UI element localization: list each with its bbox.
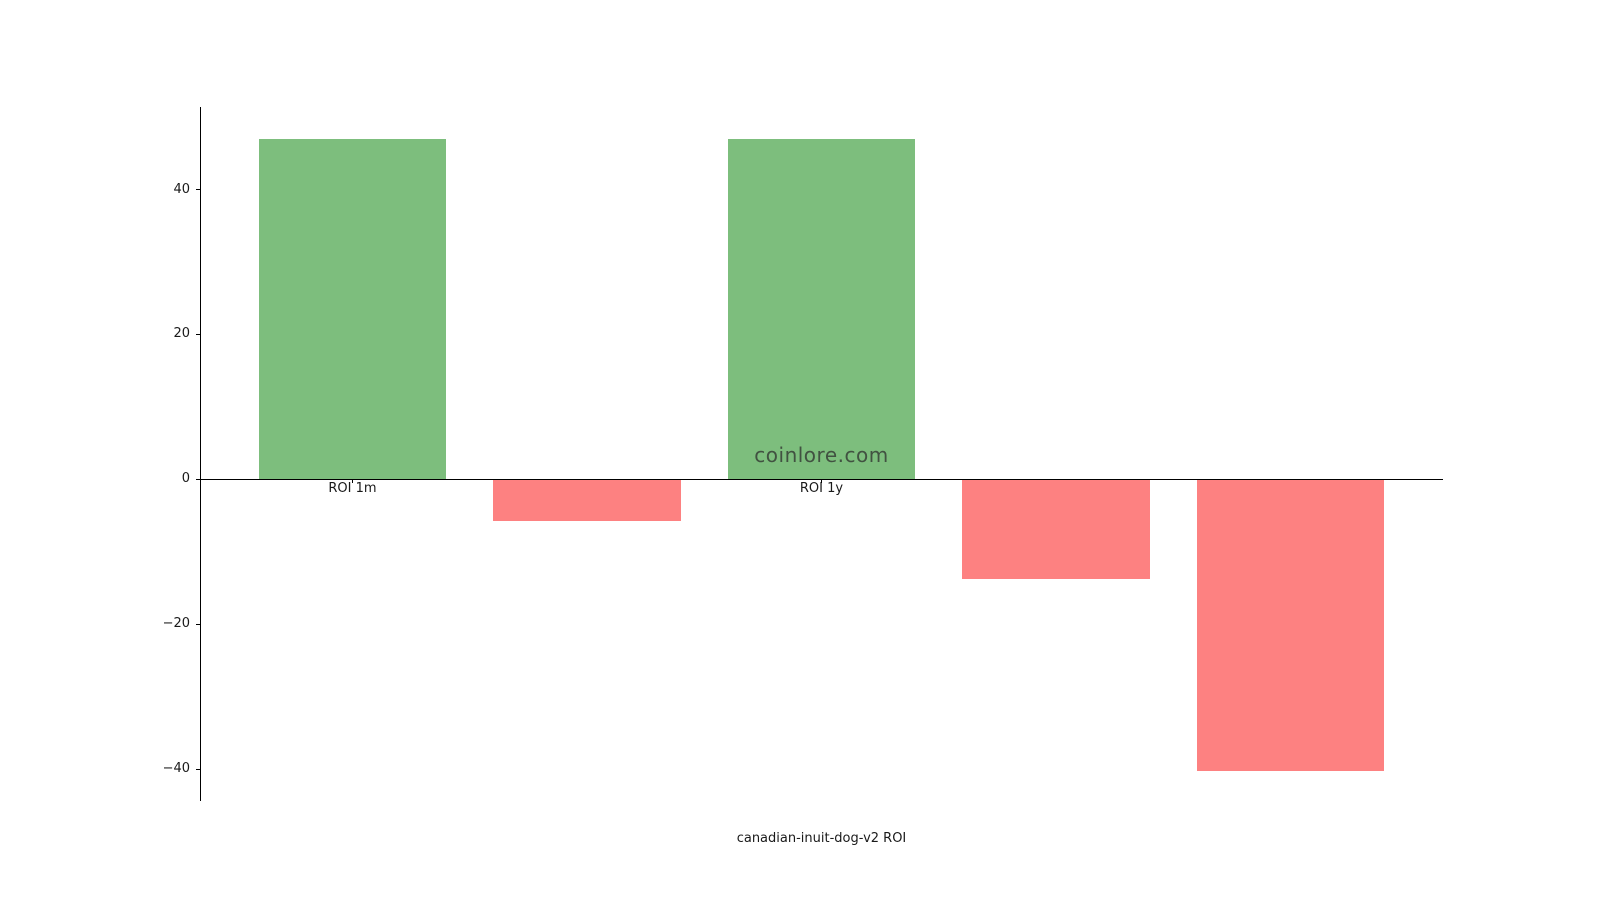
bar-positive bbox=[727, 138, 916, 480]
y-tick-mark bbox=[196, 768, 200, 770]
bar-negative bbox=[493, 479, 681, 522]
bar-negative bbox=[962, 479, 1150, 580]
y-tick-mark bbox=[196, 333, 200, 335]
y-tick-mark bbox=[196, 189, 200, 191]
y-tick-mark bbox=[196, 623, 200, 625]
y-tick-label: 40 bbox=[173, 181, 190, 197]
bar-positive bbox=[258, 138, 447, 480]
y-axis-spine bbox=[200, 107, 202, 801]
y-tick-label: −20 bbox=[162, 616, 190, 632]
x-tick-label: ROI 1m bbox=[328, 481, 377, 497]
y-tick-label: −40 bbox=[162, 761, 190, 777]
y-tick-mark bbox=[196, 478, 200, 480]
plot-area: coinlore.com 40 20 0 −20 −40 ROI 1m ROI 1y bbox=[163, 107, 1443, 801]
x-tick-label: ROI 1y bbox=[799, 481, 844, 497]
y-tick-label: 20 bbox=[173, 326, 190, 342]
x-tick-mark bbox=[351, 479, 353, 484]
bar-negative bbox=[1196, 479, 1385, 771]
chart-title: canadian-inuit-dog-v2 ROI bbox=[736, 831, 907, 846]
y-tick-label: 0 bbox=[181, 471, 190, 487]
x-tick-mark bbox=[821, 479, 822, 484]
